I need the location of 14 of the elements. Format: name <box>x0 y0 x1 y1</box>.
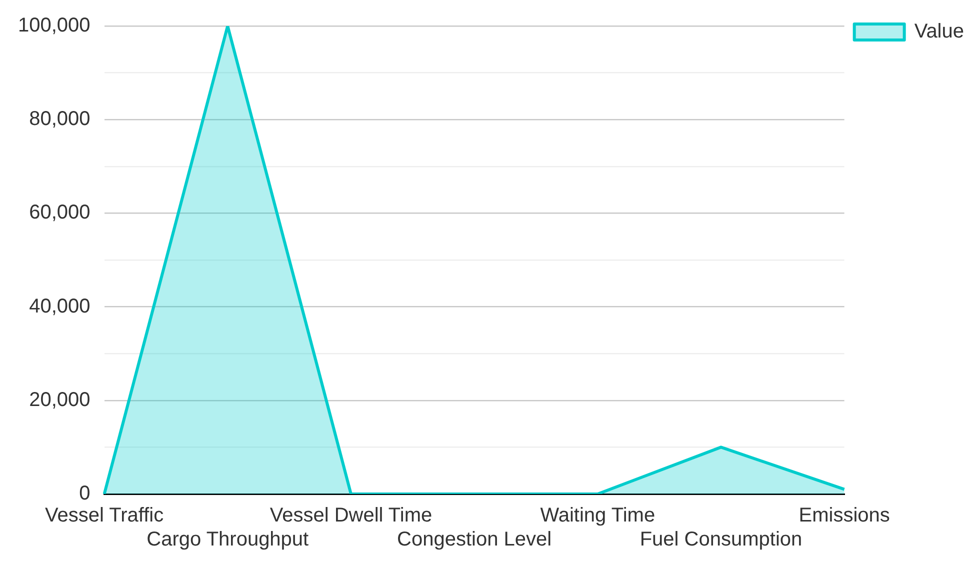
x-tick-label: Emissions <box>798 504 890 527</box>
x-tick-label: Vessel Traffic <box>45 504 164 527</box>
y-tick-label: 40,000 <box>29 295 90 318</box>
y-tick-label: 60,000 <box>29 202 90 224</box>
x-tick-label: Fuel Consumption <box>640 528 802 551</box>
x-tick-label: Cargo Throughput <box>146 528 310 551</box>
legend-label: Value <box>914 20 964 43</box>
x-tick-label: Waiting Time <box>540 504 656 527</box>
y-tick-label: 20,000 <box>29 388 90 411</box>
x-tick-label: Congestion Level <box>397 528 552 551</box>
x-tick-label: Vessel Dwell Time <box>270 504 432 527</box>
y-tick-label: 100,000 <box>18 14 90 37</box>
y-tick-label: 0 <box>79 482 90 505</box>
y-tick-label: 80,000 <box>29 108 90 130</box>
